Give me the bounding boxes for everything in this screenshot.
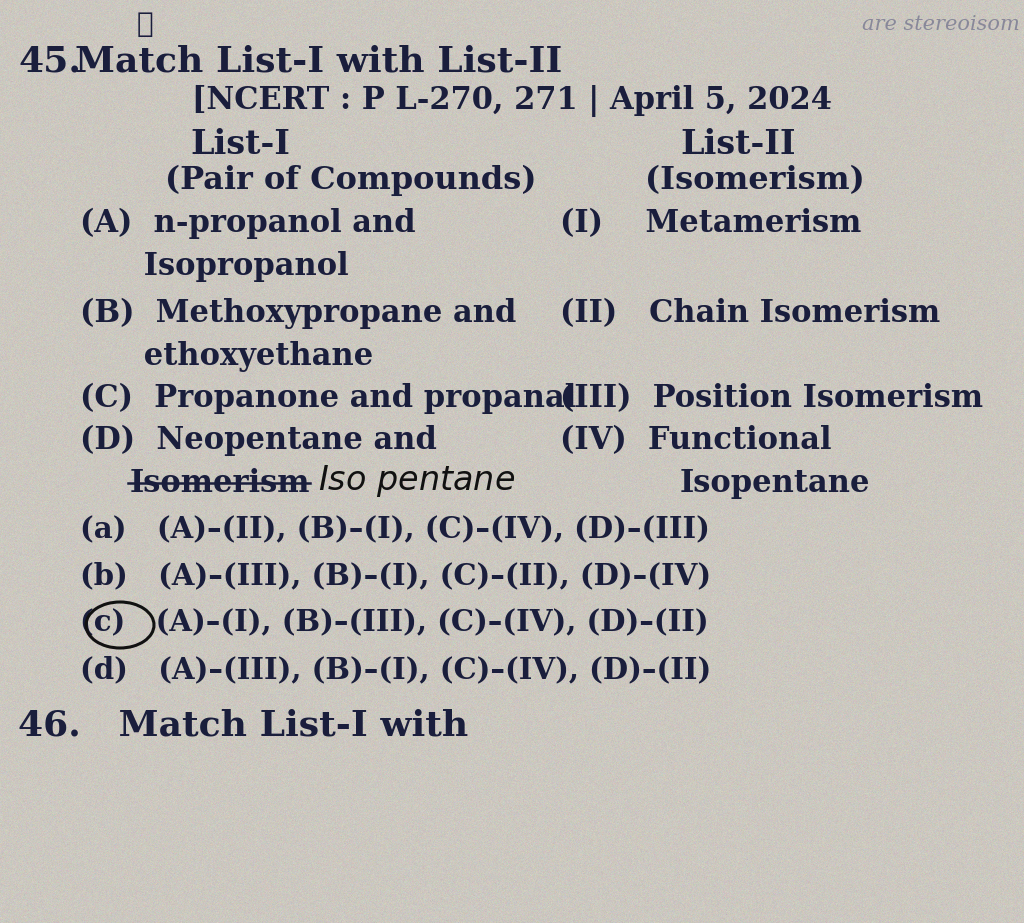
Text: [NCERT : P L-270, 271 | April 5, 2024: [NCERT : P L-270, 271 | April 5, 2024: [193, 85, 831, 117]
Text: (Isomerism): (Isomerism): [645, 165, 864, 196]
Text: (B)  Methoxypropane and: (B) Methoxypropane and: [80, 298, 516, 330]
Text: (I)    Metamerism: (I) Metamerism: [560, 208, 861, 239]
Text: (d)   (A)–(III), (B)–(I), (C)–(IV), (D)–(II): (d) (A)–(III), (B)–(I), (C)–(IV), (D)–(I…: [80, 655, 712, 684]
Text: (a)   (A)–(II), (B)–(I), (C)–(IV), (D)–(III): (a) (A)–(II), (B)–(I), (C)–(IV), (D)–(II…: [80, 515, 710, 544]
Text: $\mathit{Iso\ pentane}$: $\mathit{Iso\ pentane}$: [318, 463, 515, 499]
Text: (C)  Propanone and propanal: (C) Propanone and propanal: [80, 383, 577, 414]
Text: 46.   Match List-I with: 46. Match List-I with: [18, 708, 468, 742]
Text: (c)   (A)–(I), (B)–(III), (C)–(IV), (D)–(II): (c) (A)–(I), (B)–(III), (C)–(IV), (D)–(I…: [80, 608, 709, 637]
Text: (Pair of Compounds): (Pair of Compounds): [165, 165, 537, 197]
Text: Match List-I with List-II: Match List-I with List-II: [75, 45, 562, 79]
Text: List-II: List-II: [680, 128, 796, 161]
Text: (IV)  Functional: (IV) Functional: [560, 425, 831, 456]
Text: Ⓜ: Ⓜ: [136, 11, 154, 38]
Text: 45.: 45.: [18, 45, 81, 79]
Text: (II)   Chain Isomerism: (II) Chain Isomerism: [560, 298, 940, 329]
Text: are stereoisom: are stereoisom: [862, 15, 1020, 34]
Text: Isopropanol: Isopropanol: [80, 251, 348, 282]
Text: (A)  n-propanol and: (A) n-propanol and: [80, 208, 416, 239]
Text: (III)  Position Isomerism: (III) Position Isomerism: [560, 383, 983, 414]
Text: Isomerism: Isomerism: [130, 468, 310, 499]
Text: List-I: List-I: [190, 128, 290, 161]
Text: (b)   (A)–(III), (B)–(I), (C)–(II), (D)–(IV): (b) (A)–(III), (B)–(I), (C)–(II), (D)–(I…: [80, 561, 711, 590]
Text: ethoxyethane: ethoxyethane: [80, 341, 374, 372]
Text: (D)  Neopentane and: (D) Neopentane and: [80, 425, 437, 456]
Text: Isopentane: Isopentane: [680, 468, 870, 499]
